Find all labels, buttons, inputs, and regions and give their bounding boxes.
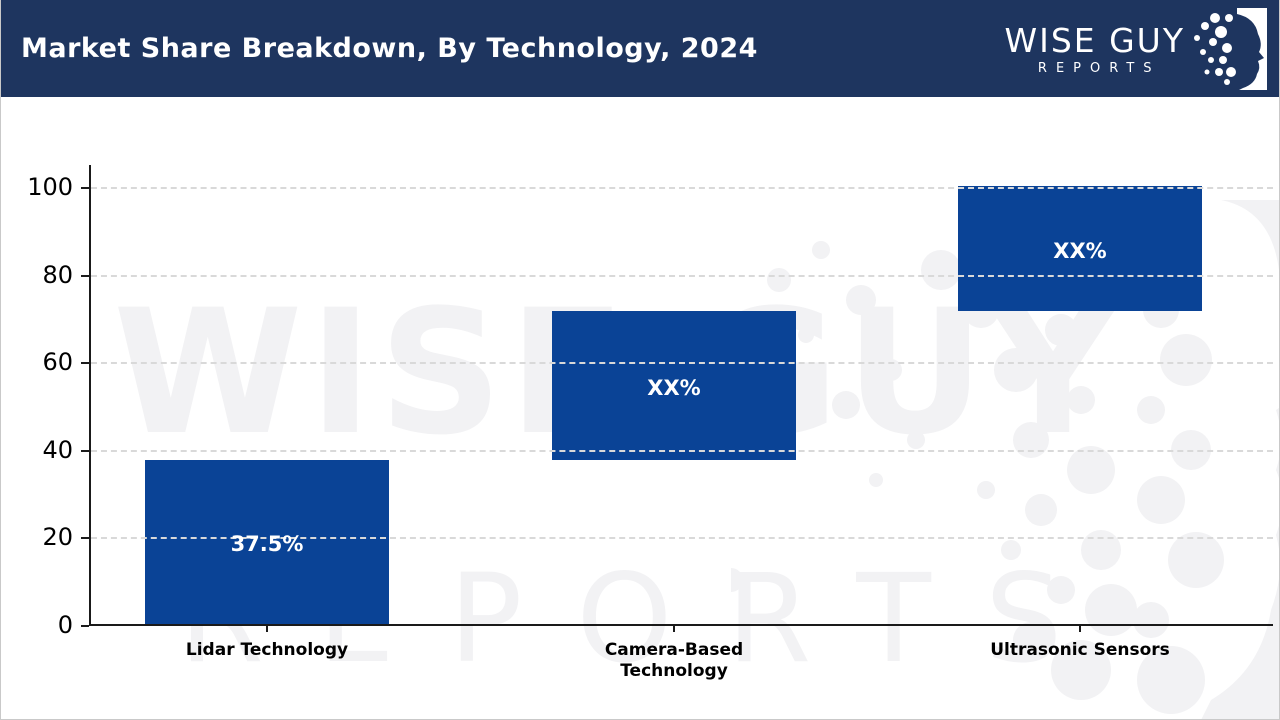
y-tick-label-100: 100 — [27, 173, 73, 201]
y-tick-mark-100 — [81, 187, 89, 189]
y-tick-label-60: 60 — [42, 348, 73, 377]
y-tick-label-80: 80 — [42, 260, 73, 289]
gridline-100 — [91, 187, 1273, 189]
bar-camera-based-technology — [552, 311, 796, 460]
x-tick-mark-lidar-technology — [266, 624, 268, 632]
gridline-80 — [91, 274, 1273, 277]
bar-chart-plot-area: 37.5% XX% XX% 0 20 40 60 80 100 Lidar Technology C… — [27, 165, 1273, 681]
x-tick-mark-camera-based-technology — [673, 624, 675, 632]
x-category-label-camera-based-technology: Camera-Based Technology — [604, 640, 744, 681]
x-tick-mark-ultrasonic-sensors — [1079, 624, 1081, 632]
brand-logo-reports: REPORTS — [1037, 60, 1161, 76]
brand-logo-text: WISE GUY REPORTS — [1004, 20, 1185, 76]
gridline-20 — [91, 537, 1273, 540]
bar-value-label-camera-based-technology: XX% — [647, 375, 701, 400]
bar-ultrasonic-sensors — [958, 186, 1202, 312]
brand-logo: WISE GUY REPORTS — [1004, 8, 1267, 90]
y-tick-mark-0 — [81, 625, 89, 627]
y-tick-label-0: 0 — [57, 611, 73, 639]
bar-value-label-lidar-technology: 37.5% — [230, 531, 304, 556]
y-tick-mark-20 — [81, 537, 89, 540]
x-category-label-lidar-technology: Lidar Technology — [185, 640, 349, 660]
y-tick-label-20: 20 — [42, 523, 73, 552]
gridline-40 — [91, 449, 1273, 452]
gridline-60 — [91, 362, 1273, 365]
bar-value-label-ultrasonic-sensors: XX% — [1053, 238, 1107, 263]
bar-lidar-technology — [145, 459, 389, 624]
brand-logo-face-icon — [1194, 8, 1267, 90]
y-tick-label-40: 40 — [42, 435, 73, 464]
brand-logo-wiseguy: WISE GUY — [1004, 20, 1185, 60]
y-tick-mark-80 — [81, 274, 89, 277]
page-title: Market Share Breakdown, By Technology, 2… — [21, 33, 758, 64]
y-tick-mark-60 — [81, 362, 89, 365]
x-category-label-ultrasonic-sensors: Ultrasonic Sensors — [990, 640, 1170, 660]
y-tick-mark-40 — [81, 449, 89, 452]
header-bar: Market Share Breakdown, By Technology, 2… — [1, 0, 1279, 97]
